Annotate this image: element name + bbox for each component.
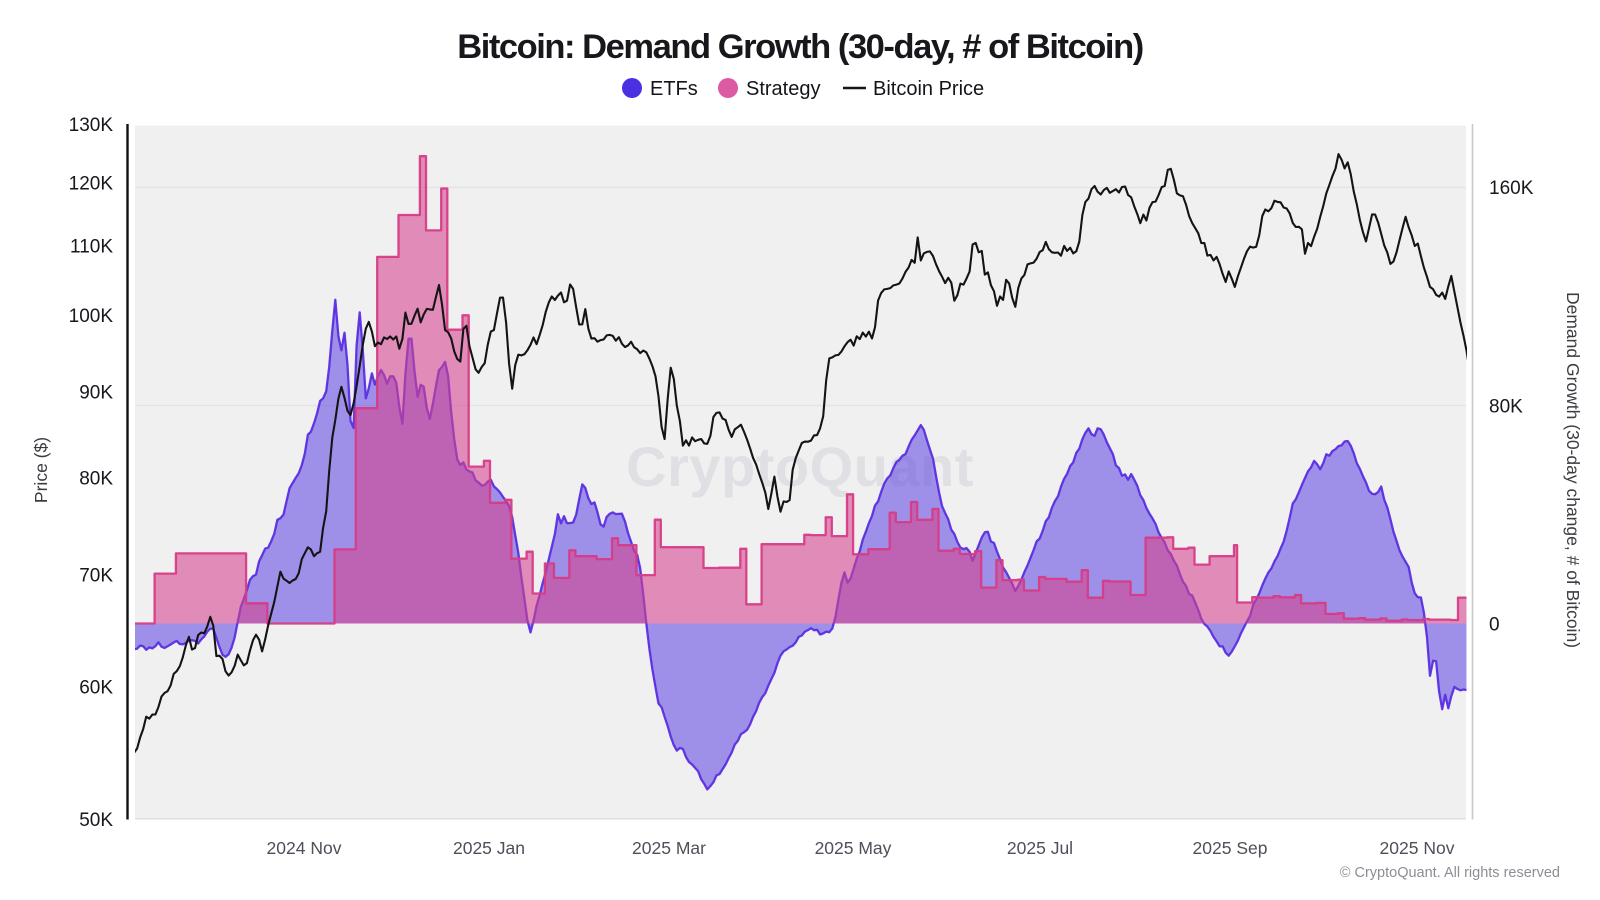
svg-text:100K: 100K [69, 306, 114, 327]
svg-text:2025 Jan: 2025 Jan [453, 838, 525, 858]
svg-text:2025 Jul: 2025 Jul [1007, 838, 1073, 858]
svg-text:80K: 80K [1489, 397, 1523, 418]
svg-text:90K: 90K [79, 383, 113, 404]
svg-text:2025 May: 2025 May [815, 838, 892, 858]
svg-text:ETFs: ETFs [650, 78, 698, 100]
svg-text:Bitcoin Price: Bitcoin Price [873, 78, 984, 100]
svg-text:Bitcoin: Demand Growth (30-day: Bitcoin: Demand Growth (30-day, # of Bit… [457, 28, 1142, 66]
svg-text:110K: 110K [70, 237, 113, 258]
svg-text:Demand Growth (30-day change,: Demand Growth (30-day change, # of Bitco… [1563, 292, 1583, 648]
svg-text:Price ($): Price ($) [31, 437, 51, 503]
svg-text:130K: 130K [69, 115, 114, 136]
svg-text:120K: 120K [69, 174, 114, 195]
svg-text:Strategy: Strategy [746, 78, 820, 100]
svg-text:© CryptoQuant. All rights rese: © CryptoQuant. All rights reserved [1340, 865, 1560, 881]
svg-text:70K: 70K [79, 566, 113, 587]
svg-text:60K: 60K [79, 678, 113, 699]
svg-text:160K: 160K [1489, 178, 1534, 199]
svg-text:50K: 50K [79, 810, 113, 831]
svg-text:2025 Mar: 2025 Mar [632, 838, 706, 858]
svg-text:2024 Nov: 2024 Nov [267, 838, 342, 858]
svg-text:2025 Nov: 2025 Nov [1380, 838, 1455, 858]
svg-text:80K: 80K [79, 469, 113, 490]
svg-text:0: 0 [1489, 615, 1500, 636]
svg-text:2025 Sep: 2025 Sep [1193, 838, 1268, 858]
